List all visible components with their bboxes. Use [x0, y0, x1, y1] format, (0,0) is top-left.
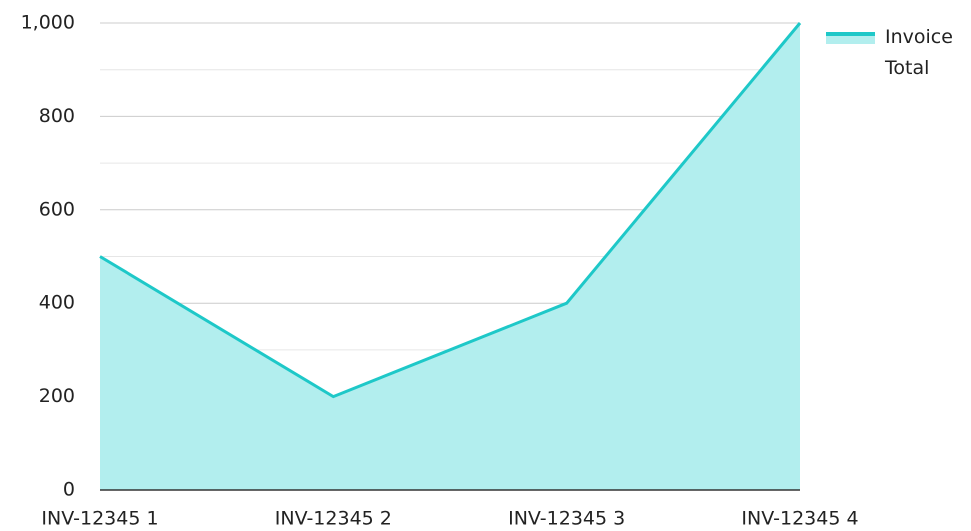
- legend-label: Invoice Total: [885, 26, 953, 79]
- y-tick-label: 200: [39, 385, 75, 407]
- x-tick-label: INV-12345 2: [275, 508, 392, 530]
- y-tick-label: 600: [39, 198, 75, 220]
- y-tick-label: 1,000: [21, 12, 75, 34]
- y-tick-label: 400: [39, 292, 75, 314]
- y-tick-label: 0: [63, 479, 75, 501]
- x-tick-label: INV-12345 1: [41, 508, 158, 530]
- area-fill: [100, 23, 800, 490]
- x-tick-label: INV-12345 3: [508, 508, 625, 530]
- area-line: [99, 22, 802, 399]
- x-tick-label: INV-12345 4: [741, 508, 858, 530]
- legend-swatch: [826, 32, 875, 44]
- y-tick-label: 800: [39, 105, 75, 127]
